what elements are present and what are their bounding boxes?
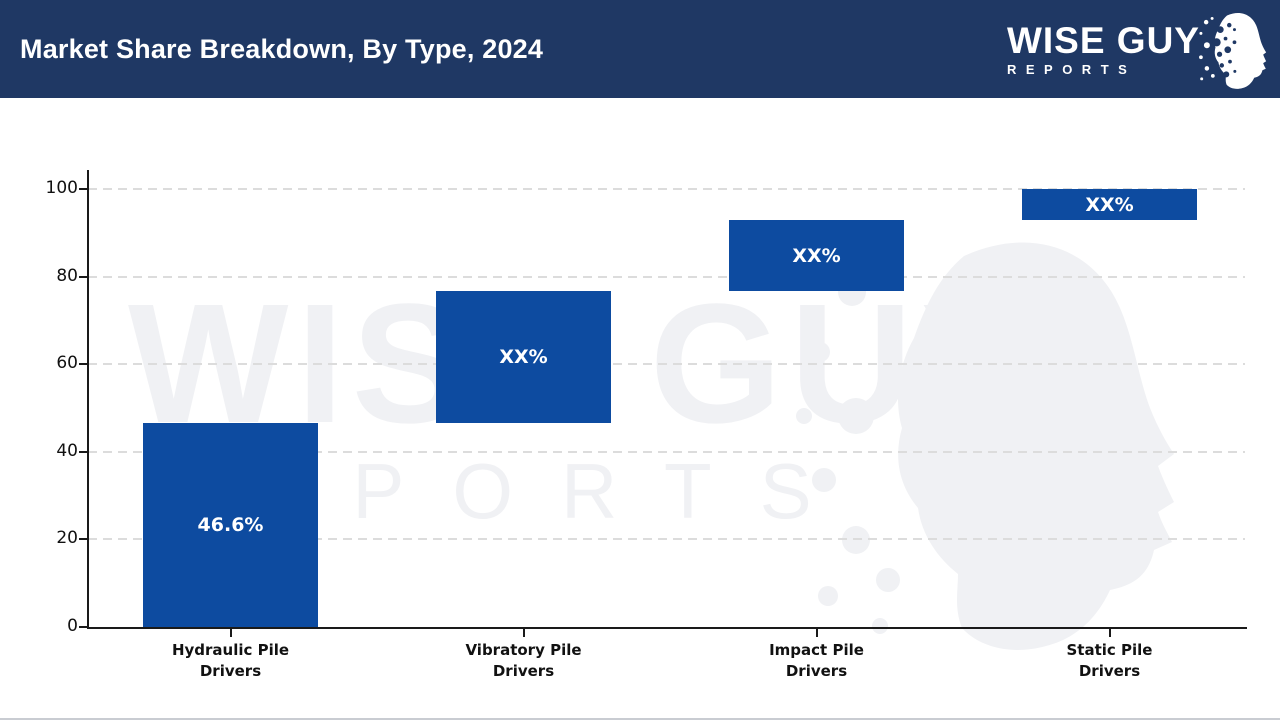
y-gridline: [88, 538, 1245, 541]
logo-reports-text: REPORTS: [1006, 61, 1137, 77]
face-profile-icon: [1199, 12, 1267, 89]
bar-vibratory-pile-drivers: XX%: [436, 291, 611, 423]
y-tick-mark: [79, 275, 87, 278]
y-tick-label: 40: [56, 440, 78, 461]
bar-static-pile-drivers: XX%: [1022, 189, 1197, 221]
plot-area: 46.6% XX% XX% XX%: [88, 188, 1245, 627]
y-gridline: [88, 450, 1245, 453]
x-category-label: Static Pile Drivers: [1066, 641, 1153, 680]
x-category-label: Impact Pile Drivers: [769, 641, 864, 680]
y-tick-mark: [79, 363, 87, 366]
logo-wiseguy-text: WISE GUY: [1006, 19, 1200, 61]
x-axis-spine: [87, 627, 1247, 629]
y-axis-spine: [87, 170, 89, 629]
bar-value-label: XX%: [792, 244, 841, 267]
y-tick-label: 100: [45, 178, 78, 198]
y-tick-label: 20: [56, 528, 78, 549]
y-tick-mark: [79, 538, 87, 541]
y-tick-label: 60: [56, 353, 78, 374]
x-tick-mark: [1108, 629, 1111, 637]
bottom-border-line: [0, 718, 1280, 720]
y-tick-label: 80: [56, 265, 78, 286]
x-category-label: Vibratory Pile Drivers: [465, 641, 582, 680]
page-title: Market Share Breakdown, By Type, 2024: [20, 33, 544, 64]
y-gridline: [88, 363, 1245, 366]
bar-value-label: XX%: [1085, 193, 1134, 216]
header-bar: Market Share Breakdown, By Type, 2024 WI…: [0, 0, 1280, 98]
x-category-label: Hydraulic Pile Drivers: [171, 641, 290, 680]
bar-value-label: XX%: [499, 345, 548, 368]
x-tick-mark: [522, 629, 525, 637]
y-gridline: [88, 188, 1245, 190]
bar-impact-pile-drivers: XX%: [729, 220, 904, 292]
y-tick-mark: [79, 188, 87, 190]
y-tick-mark: [79, 450, 87, 453]
watermark-face-icon: [796, 242, 1174, 650]
x-tick-mark: [229, 629, 232, 637]
x-tick-mark: [815, 629, 818, 637]
brand-logo: WISE GUY REPORTS: [1007, 6, 1272, 92]
y-tick-mark: [79, 626, 87, 628]
y-tick-label: 0: [67, 616, 78, 636]
chart-area: WISE GUY REPORTS 46.6% XX% XX% XX% 0 20 40 60 8…: [0, 98, 1280, 720]
bar-hydraulic-pile-drivers: 46.6%: [143, 422, 318, 627]
brand-logo-text: WISE GUY REPORTS: [1007, 22, 1200, 77]
bar-value-label: 46.6%: [197, 513, 264, 536]
y-gridline: [88, 275, 1245, 278]
